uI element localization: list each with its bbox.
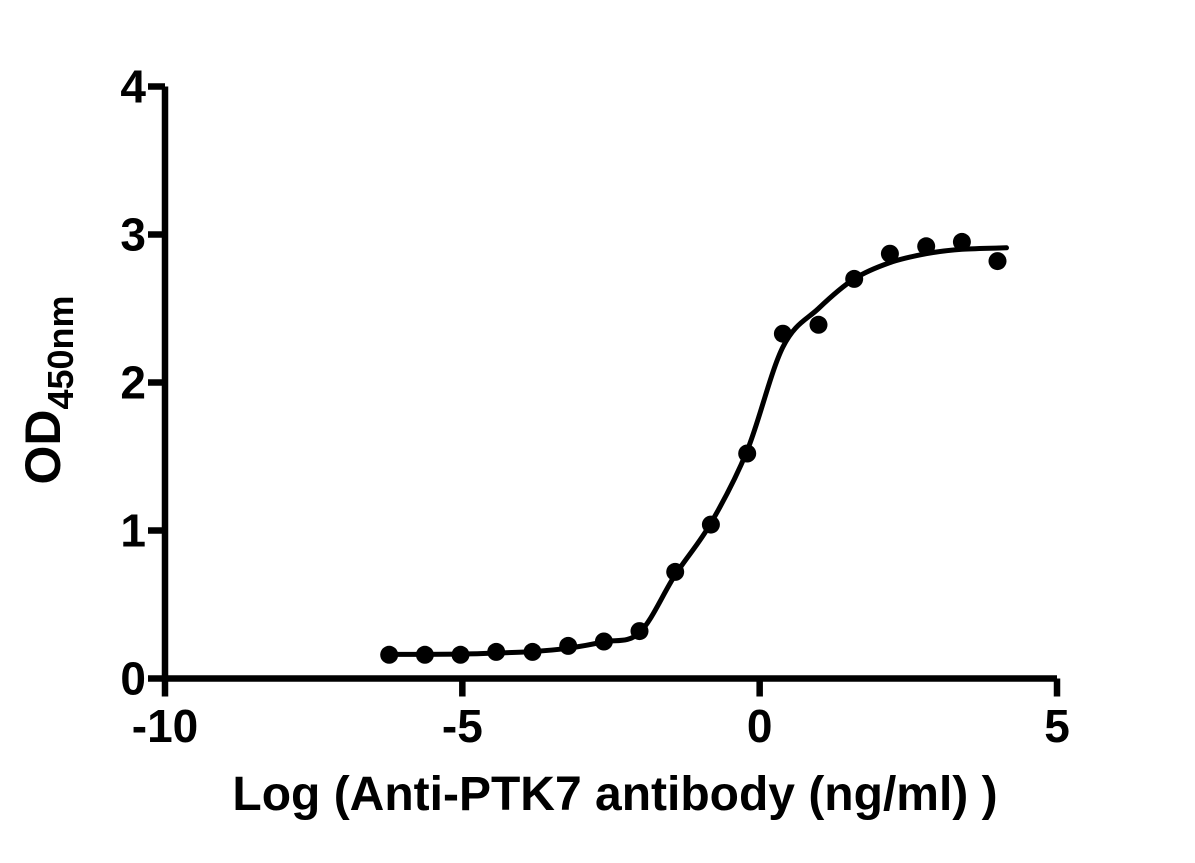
data-point [738, 444, 757, 463]
y-tick-label: 0 [120, 653, 146, 705]
data-point [523, 642, 542, 661]
y-tick-label: 1 [120, 505, 146, 557]
y-tick-label: 3 [120, 209, 146, 261]
fit-curve-line [386, 245, 1009, 657]
x-tick-label: 0 [747, 700, 773, 752]
data-point [559, 636, 578, 655]
data-point [809, 315, 828, 334]
data-point [594, 632, 613, 651]
data-point [451, 645, 470, 664]
y-axis-title-main: OD [15, 410, 71, 485]
y-tick-label: 2 [120, 357, 146, 409]
data-point [773, 324, 792, 343]
x-tick-label: 5 [1044, 700, 1070, 752]
x-axis-tick-labels: -10 -5 0 5 [132, 700, 1070, 752]
y-axis-title: OD450nm [15, 295, 81, 484]
x-tick-label: -5 [442, 700, 483, 752]
x-axis-title: Log (Anti-PTK7 antibody (ng/ml) ) [232, 768, 997, 821]
y-axis-tick-labels: 0 1 2 3 4 [120, 61, 146, 705]
data-point [845, 269, 864, 288]
data-point [701, 515, 720, 534]
data-point [380, 645, 399, 664]
data-point [880, 244, 899, 263]
data-point-series [380, 232, 1007, 664]
data-point [917, 237, 936, 256]
data-point [952, 232, 971, 251]
data-point [630, 622, 649, 641]
x-tick-label: -10 [132, 700, 198, 752]
y-axis-title-subscript: 450nm [40, 295, 81, 409]
data-point [487, 642, 506, 661]
data-point [666, 562, 685, 581]
x-axis-ticks [161, 678, 1061, 697]
data-point [988, 252, 1007, 271]
data-point [415, 645, 434, 664]
axis-lines [161, 86, 1057, 682]
y-tick-label: 4 [120, 61, 146, 113]
